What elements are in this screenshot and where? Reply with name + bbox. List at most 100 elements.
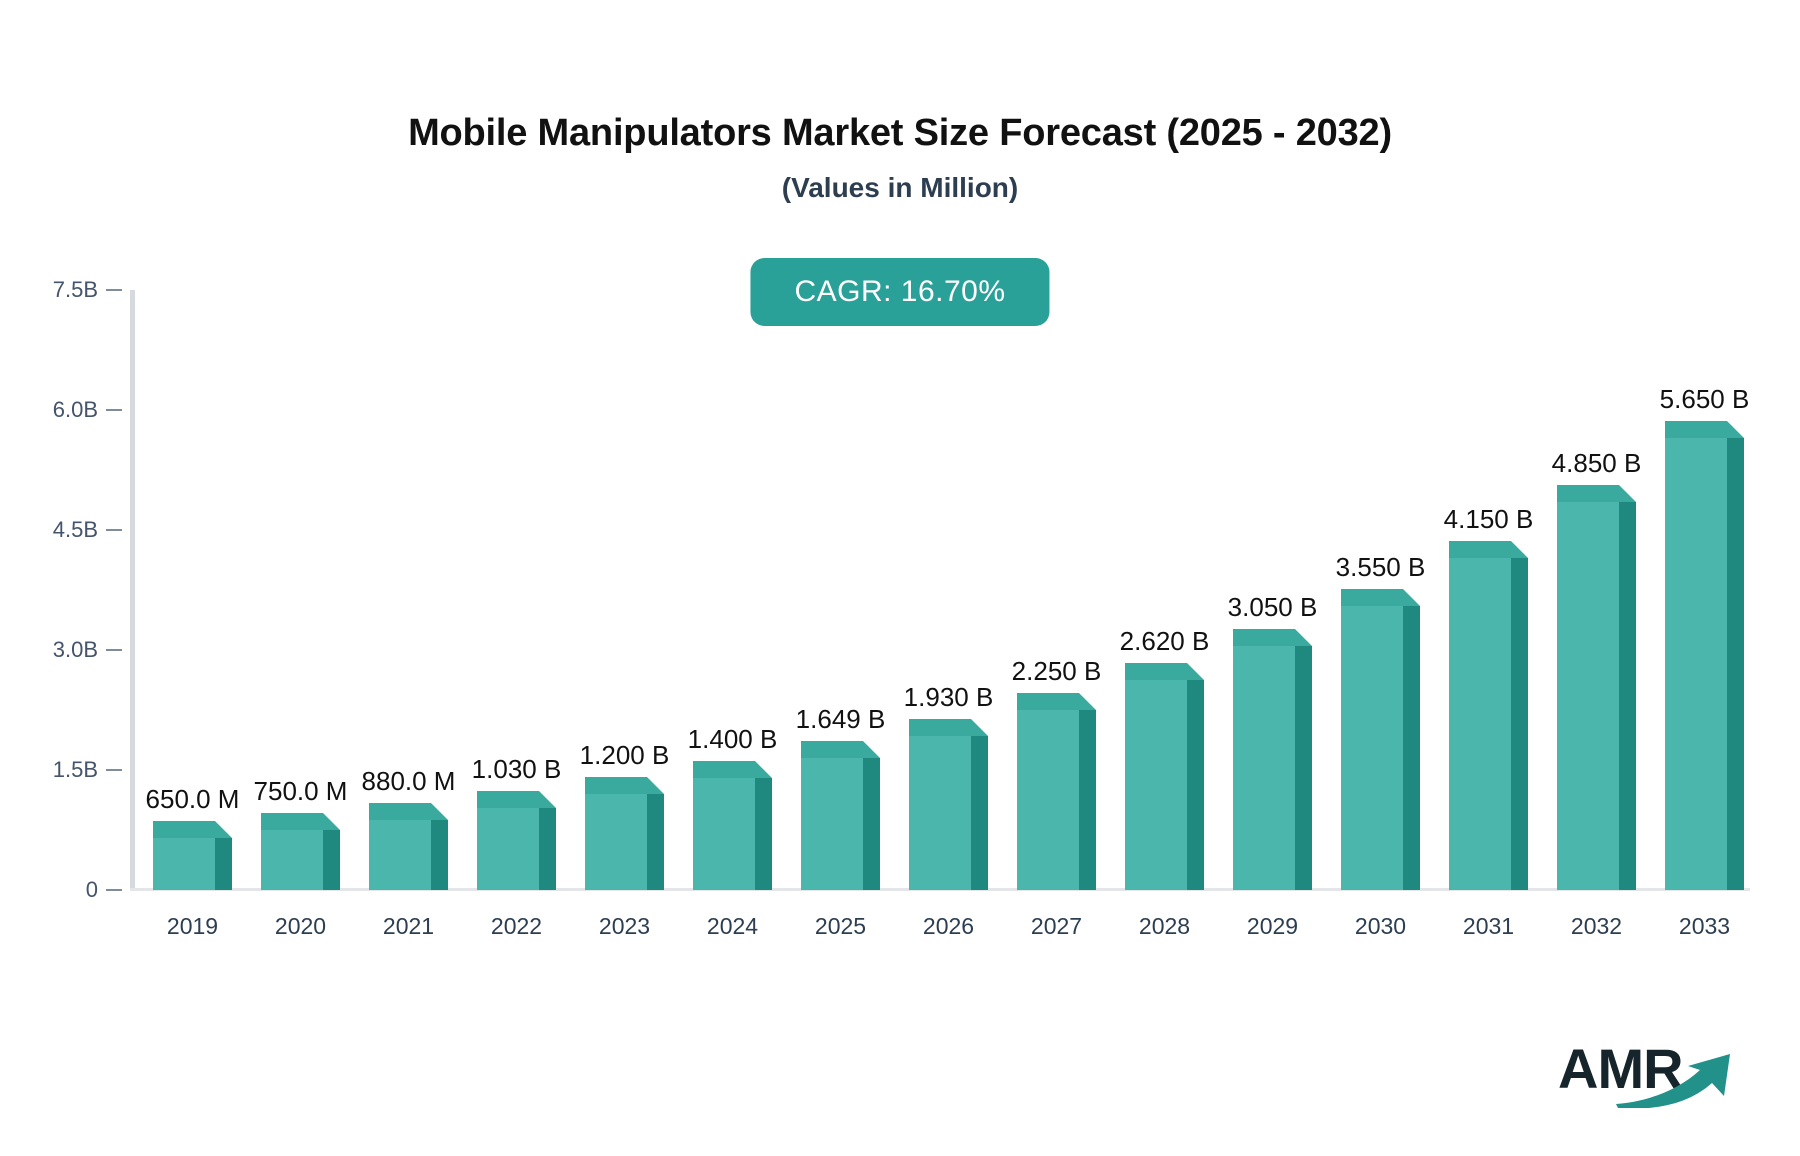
bar-side-face <box>1619 502 1636 890</box>
y-axis-tick-label: 0 <box>85 877 98 902</box>
bar-side-face <box>1727 438 1744 890</box>
y-axis-line <box>130 290 135 890</box>
bar-front-face <box>909 735 971 890</box>
bar-side-face <box>431 819 448 890</box>
bar-side-face <box>971 735 988 890</box>
y-axis-tick-label: 6.0B <box>52 397 98 422</box>
bar <box>801 741 880 890</box>
bar-value-label: 650.0 M <box>145 784 240 814</box>
bar <box>585 777 664 890</box>
bar-value-label: 1.400 B <box>687 724 778 754</box>
bar-side-face <box>755 778 772 890</box>
page-subtitle: (Values in Million) <box>781 172 1019 203</box>
bar-value-label: 1.200 B <box>579 740 670 770</box>
bar-top-face <box>153 821 232 838</box>
bar <box>477 790 556 890</box>
bar-value-label: 750.0 M <box>253 776 348 806</box>
bar-value-label: 880.0 M <box>361 765 456 796</box>
cagr-badge: CAGR: 16.70% <box>750 258 1050 326</box>
bar-front-face <box>1341 606 1403 890</box>
y-axis-tick-mark <box>106 529 122 531</box>
bar-side-face <box>863 758 880 890</box>
bar-value-label: 4.150 B <box>1443 504 1534 534</box>
bar-front-face <box>1665 438 1727 890</box>
bar-side-face <box>323 830 340 890</box>
bar-value-label: 3.050 B <box>1227 592 1318 622</box>
bar-side-face <box>1511 558 1528 890</box>
x-axis-tick-label: 2023 <box>598 913 651 939</box>
bar-front-face <box>1233 646 1295 890</box>
bar-front-face <box>261 830 323 890</box>
bar-side-face <box>1403 606 1420 890</box>
bar <box>369 802 448 890</box>
bar-value-label: 2.250 B <box>1011 656 1102 686</box>
bar-front-face <box>1125 680 1187 890</box>
x-axis-tick-label: 2027 <box>1030 913 1083 939</box>
x-axis-tick-label: 2021 <box>382 913 435 939</box>
bar-front-face <box>1557 502 1619 890</box>
bar-top-face <box>1557 485 1636 502</box>
x-axis-tick-label: 2029 <box>1246 913 1299 939</box>
bar-value-label: 2.620 B <box>1119 626 1210 657</box>
bar-front-face <box>801 758 863 890</box>
bar-value-label: 5.650 B <box>1659 384 1750 414</box>
bar-side-face <box>1295 646 1312 890</box>
x-axis-tick-label: 2033 <box>1678 913 1731 939</box>
x-axis-tick-label: 2020 <box>274 913 327 939</box>
bar-side-face <box>647 794 664 890</box>
y-axis-tick-mark <box>106 769 122 771</box>
growth-arrow-icon <box>1616 1054 1730 1108</box>
bar-value-label: 1.649 B <box>795 704 886 735</box>
x-axis-tick-label: 2025 <box>814 913 867 939</box>
bar <box>693 761 772 890</box>
bar-value-label: 1.030 B <box>471 753 562 784</box>
bar <box>261 813 340 890</box>
x-axis-tick-label: 2026 <box>922 913 975 939</box>
bar <box>1557 485 1636 890</box>
y-axis-tick-mark <box>106 889 122 891</box>
bar <box>1125 663 1204 890</box>
x-axis-tick-label: 2019 <box>166 913 219 939</box>
y-axis-tick-mark <box>106 409 122 411</box>
bar-top-face <box>801 741 880 759</box>
bar-front-face <box>369 819 431 890</box>
plot-area: 650.0 M 750.0 M 880.0 M 1.030 B 1.200 B 1.400… <box>130 290 1750 890</box>
bar-top-face <box>693 761 772 778</box>
bar <box>1233 629 1312 890</box>
bar-front-face <box>153 838 215 890</box>
bar-value-label: 1.930 B <box>903 681 994 712</box>
bar-top-face <box>369 802 448 820</box>
bar-top-face <box>261 813 340 830</box>
bar-top-face <box>1233 629 1312 646</box>
logo-text: AMR <box>1558 1037 1684 1100</box>
y-axis-tick-mark <box>106 649 122 651</box>
bar-front-face <box>1449 558 1511 890</box>
x-axis-tick-label: 2030 <box>1354 913 1407 939</box>
bar <box>1341 589 1420 890</box>
bar-front-face <box>693 778 755 890</box>
bar-top-face <box>909 718 988 736</box>
y-axis-tick-label: 1.5B <box>52 757 98 782</box>
bar-front-face <box>477 807 539 890</box>
y-axis-tick-label: 7.5B <box>52 277 98 302</box>
x-axis-tick-label: 2031 <box>1462 913 1515 939</box>
bar-side-face <box>1079 710 1096 890</box>
x-axis-tick-label: 2032 <box>1570 913 1623 939</box>
bar-value-label: 3.550 B <box>1335 552 1426 582</box>
bar <box>1017 693 1096 890</box>
x-axis-tick-label: 2022 <box>490 913 543 939</box>
bar-front-face <box>585 794 647 890</box>
x-axis-tick-label: 2024 <box>706 913 759 939</box>
bar-side-face <box>215 838 232 890</box>
amr-logo: AMR <box>1558 1034 1738 1108</box>
bar-front-face <box>1017 710 1079 890</box>
bar-top-face <box>1665 421 1744 438</box>
page-title: Mobile Manipulators Market Size Forecast… <box>408 112 1392 154</box>
bar-top-face <box>1341 589 1420 606</box>
bar-side-face <box>539 807 556 890</box>
bar-top-face <box>1125 663 1204 681</box>
bar <box>1665 421 1744 890</box>
y-axis-tick-mark <box>106 289 122 291</box>
bar <box>1449 541 1528 890</box>
